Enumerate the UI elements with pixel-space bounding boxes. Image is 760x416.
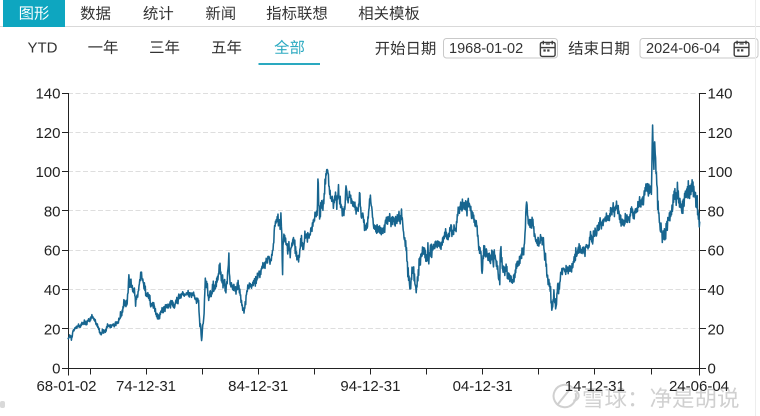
- svg-text:1968-01-02: 1968-01-02: [449, 41, 523, 57]
- svg-text:0: 0: [52, 361, 60, 378]
- svg-text:100: 100: [35, 164, 60, 181]
- svg-text:60: 60: [44, 243, 61, 260]
- svg-text:0: 0: [708, 361, 716, 378]
- svg-text:120: 120: [35, 125, 60, 142]
- svg-text:20: 20: [44, 321, 61, 338]
- svg-text:84-12-31: 84-12-31: [228, 378, 288, 395]
- svg-text:80: 80: [708, 203, 725, 220]
- svg-text:140: 140: [708, 86, 733, 103]
- svg-text:94-12-31: 94-12-31: [340, 378, 400, 395]
- svg-text:40: 40: [44, 282, 61, 299]
- svg-text:14-12-31: 14-12-31: [565, 378, 625, 395]
- svg-text:120: 120: [708, 125, 733, 142]
- svg-text:80: 80: [44, 203, 61, 220]
- svg-text:74-12-31: 74-12-31: [116, 378, 176, 395]
- svg-text:24-06-04: 24-06-04: [669, 378, 729, 395]
- svg-text:2024-06-04: 2024-06-04: [646, 41, 720, 57]
- svg-text:140: 140: [35, 86, 60, 103]
- svg-text:YTD: YTD: [28, 39, 58, 56]
- svg-text:04-12-31: 04-12-31: [453, 378, 513, 395]
- svg-text:20: 20: [708, 321, 725, 338]
- svg-text:40: 40: [708, 282, 725, 299]
- svg-text:68-01-02: 68-01-02: [36, 378, 96, 395]
- svg-text:100: 100: [708, 164, 733, 181]
- svg-text:60: 60: [708, 243, 725, 260]
